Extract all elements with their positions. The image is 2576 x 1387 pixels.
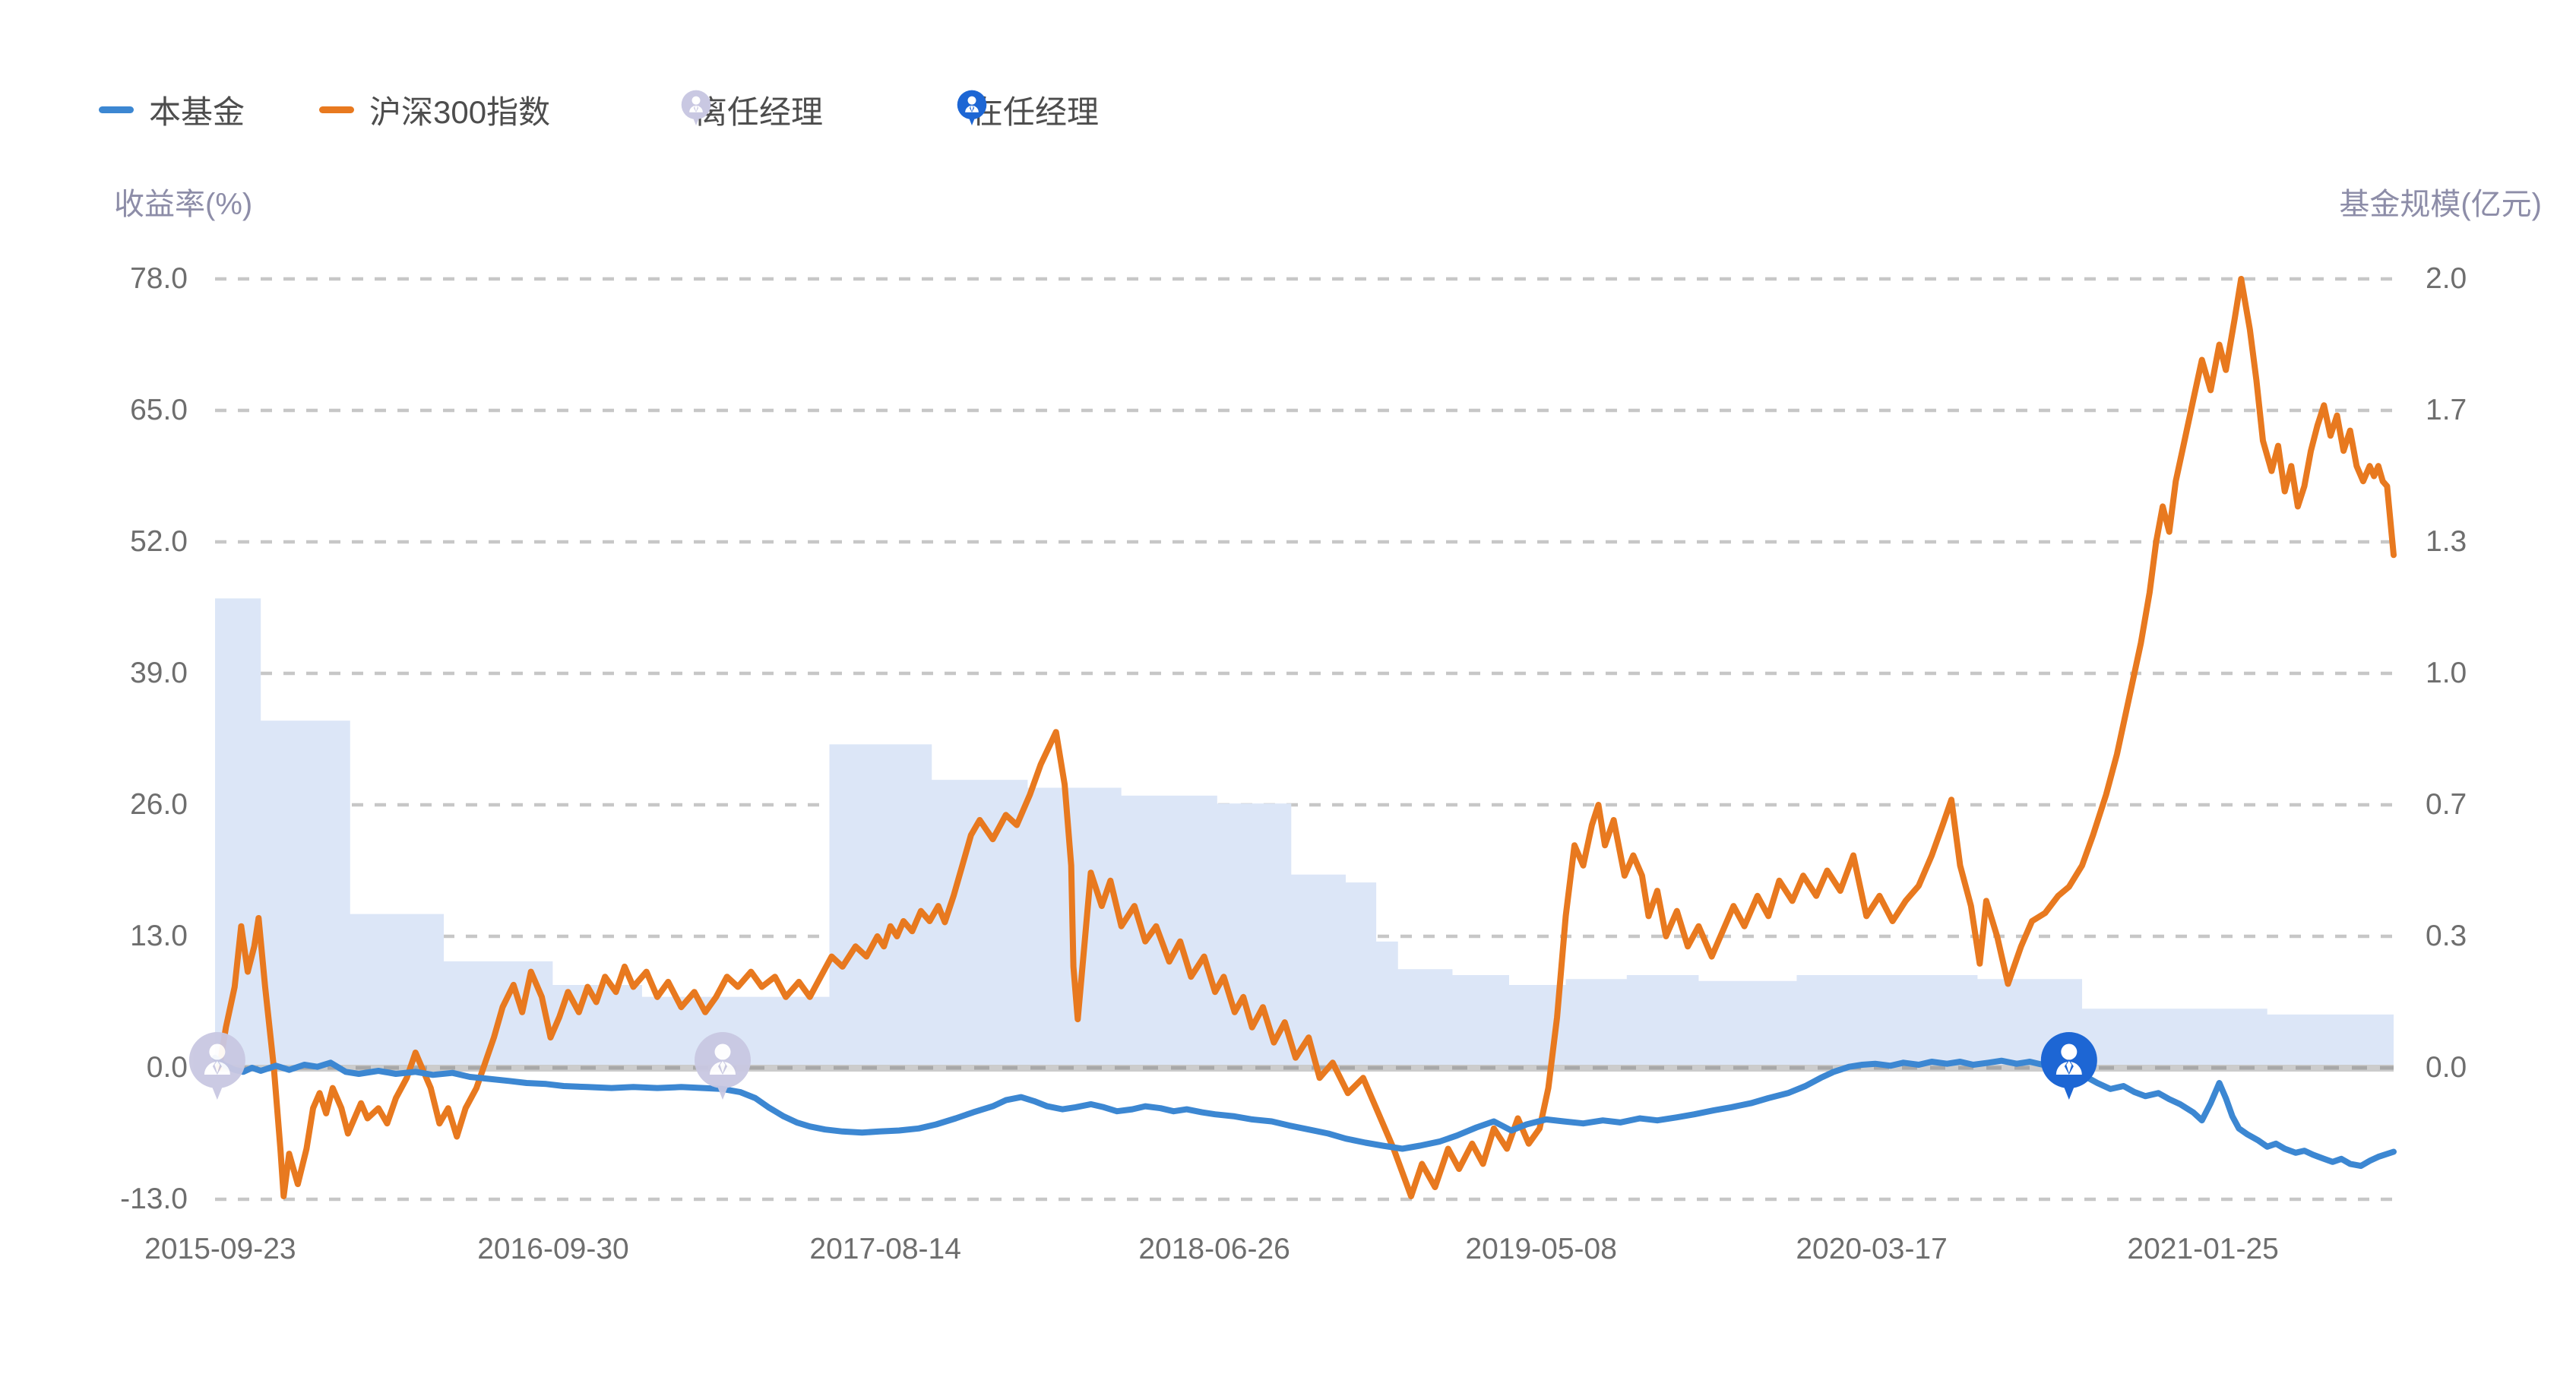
right-axis-tick: 2.0: [2426, 262, 2467, 295]
fund-scale-area: [215, 598, 2394, 1068]
legend-label: 在任经理: [971, 93, 1100, 130]
fund-line-icon: [99, 106, 134, 113]
current-manager-marker[interactable]: [2040, 1032, 2097, 1100]
left-axis-tick: 78.0: [130, 262, 188, 295]
x-axis-tick: 2018-06-26: [1138, 1233, 1290, 1265]
x-axis-tick: 2020-03-17: [1796, 1233, 1948, 1265]
index-return-line: [216, 276, 2397, 1199]
right-axis-tick: 1.0: [2426, 657, 2467, 689]
former-manager-marker[interactable]: [188, 1032, 245, 1100]
index-line-icon: [319, 106, 354, 113]
legend-item-fund[interactable]: 本基金: [99, 88, 245, 131]
legend-item-former-manager[interactable]: 离任经理: [680, 88, 823, 131]
right-axis-tick: 0.3: [2426, 920, 2467, 952]
right-axis-tick: 1.3: [2426, 525, 2467, 558]
right-axis-tick: 1.7: [2426, 394, 2467, 426]
left-axis-tick: -13.0: [120, 1183, 188, 1215]
left-axis-title: 收益率(%): [114, 188, 253, 221]
x-axis-tick: 2015-09-23: [144, 1233, 296, 1265]
x-axis-tick: 2021-01-25: [2127, 1233, 2279, 1265]
x-axis-tick: 2019-05-08: [1465, 1233, 1617, 1265]
left-axis-tick: 52.0: [130, 525, 188, 558]
fund-return-line: [212, 1054, 2397, 1170]
legend-label: 本基金: [149, 93, 245, 130]
x-axis-tick: 2017-08-14: [809, 1233, 961, 1265]
right-axis-tick: 0.7: [2426, 788, 2467, 821]
legend-item-index[interactable]: 沪深300指数: [319, 88, 550, 131]
former-manager-marker[interactable]: [695, 1032, 752, 1100]
x-axis-tick: 2016-09-30: [477, 1233, 629, 1265]
left-axis-tick: 26.0: [130, 788, 188, 821]
left-axis-tick: 39.0: [130, 657, 188, 689]
left-axis-tick: 13.0: [130, 920, 188, 952]
legend-label: 沪深300指数: [369, 93, 551, 130]
left-axis-tick: 65.0: [130, 394, 188, 426]
chart-legend: 本基金 沪深300指数 离任经理 在任经理: [0, 88, 2576, 131]
legend-label: 离任经理: [695, 93, 824, 130]
zero-baseline: [215, 1065, 2394, 1072]
right-axis-tick: 0.0: [2426, 1051, 2467, 1084]
legend-item-current-manager[interactable]: 在任经理: [956, 88, 1099, 131]
right-axis-title: 基金规模(亿元): [2339, 188, 2542, 221]
left-axis-tick: 0.0: [146, 1051, 188, 1084]
